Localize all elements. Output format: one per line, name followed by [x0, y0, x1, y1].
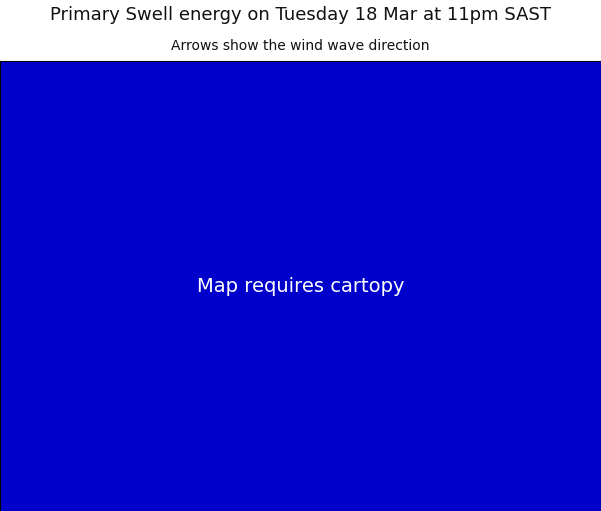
Text: Primary Swell energy on Tuesday 18 Mar at 11pm SAST: Primary Swell energy on Tuesday 18 Mar a…	[50, 6, 551, 25]
Text: Map requires cartopy: Map requires cartopy	[197, 276, 404, 296]
Text: Arrows show the wind wave direction: Arrows show the wind wave direction	[171, 39, 430, 53]
